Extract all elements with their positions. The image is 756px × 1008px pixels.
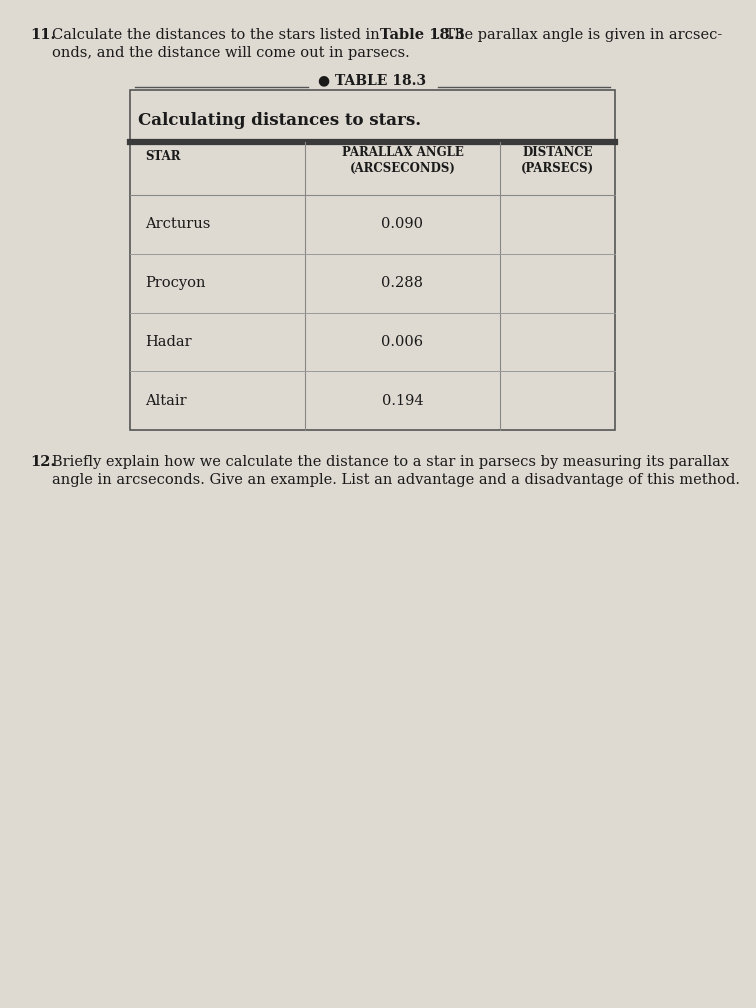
Text: Table 18.3: Table 18.3 (380, 28, 465, 42)
Text: Procyon: Procyon (145, 276, 206, 290)
Text: PARALLAX ANGLE
(ARCSECONDS): PARALLAX ANGLE (ARCSECONDS) (342, 146, 463, 175)
Text: DISTANCE
(PARSECS): DISTANCE (PARSECS) (521, 146, 594, 175)
Text: Altair: Altair (145, 394, 187, 407)
Text: Briefly explain how we calculate the distance to a star in parsecs by measuring : Briefly explain how we calculate the dis… (52, 455, 729, 469)
Text: Arcturus: Arcturus (145, 218, 210, 232)
Text: 0.006: 0.006 (382, 335, 423, 349)
Bar (130, 90, 615, 430)
Text: 12.: 12. (30, 455, 55, 469)
Text: ● TABLE 18.3: ● TABLE 18.3 (318, 73, 426, 87)
Text: 0.090: 0.090 (382, 218, 423, 232)
Text: 11.: 11. (30, 28, 55, 42)
Text: 0.194: 0.194 (382, 394, 423, 407)
Text: 0.288: 0.288 (382, 276, 423, 290)
Text: . The parallax angle is given in arcsec-: . The parallax angle is given in arcsec- (436, 28, 722, 42)
Text: angle in arcseconds. Give an example. List an advantage and a disadvantage of th: angle in arcseconds. Give an example. Li… (52, 473, 740, 487)
Text: onds, and the distance will come out in parsecs.: onds, and the distance will come out in … (52, 46, 410, 60)
Text: Hadar: Hadar (145, 335, 191, 349)
Text: Calculate the distances to the stars listed in: Calculate the distances to the stars lis… (52, 28, 384, 42)
Text: Calculating distances to stars.: Calculating distances to stars. (138, 112, 421, 129)
Text: STAR: STAR (145, 150, 181, 163)
